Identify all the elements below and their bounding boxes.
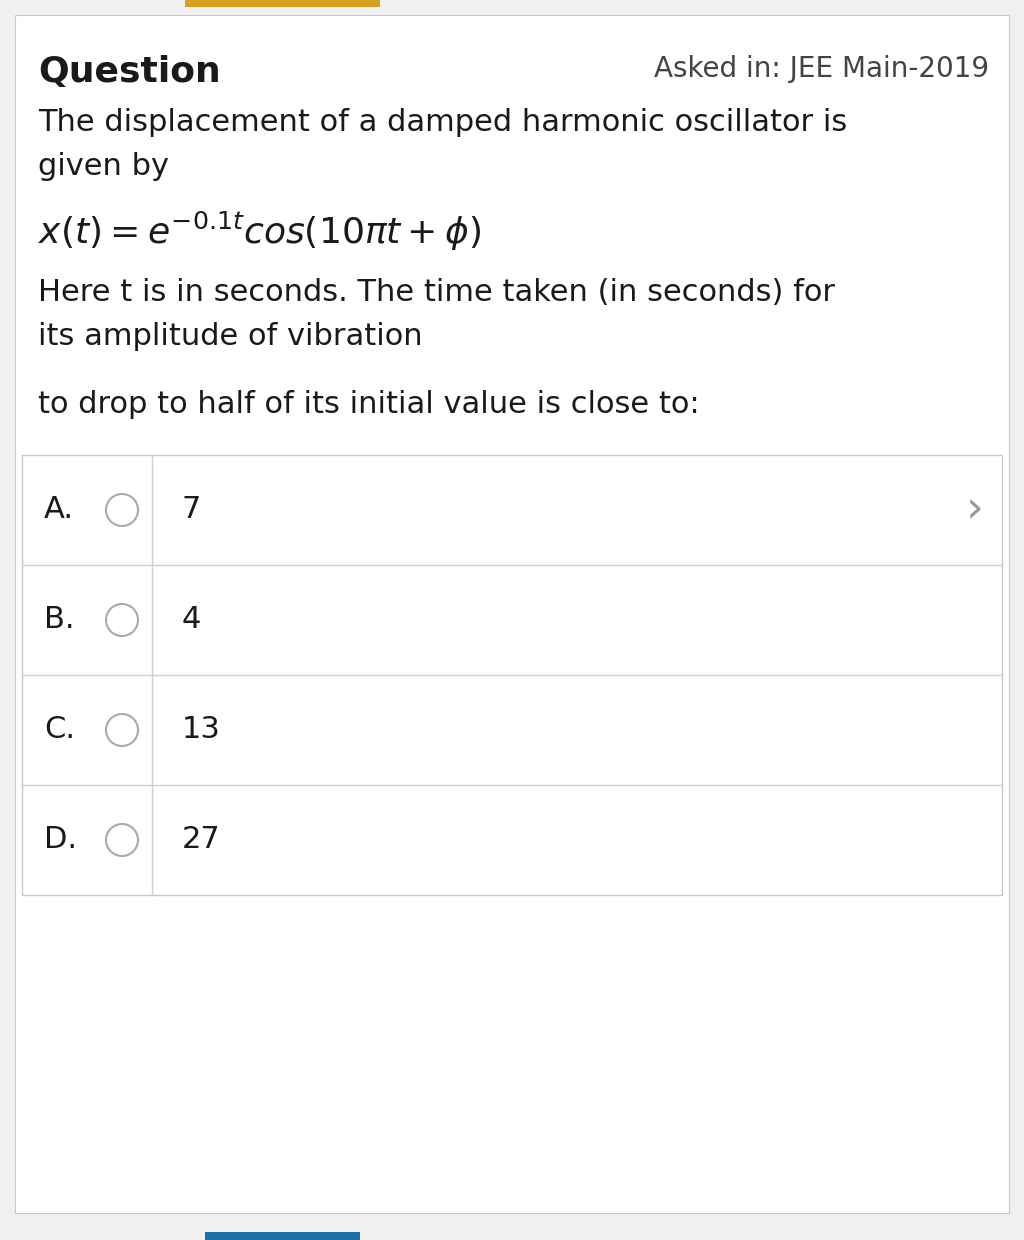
- Text: The displacement of a damped harmonic oscillator is: The displacement of a damped harmonic os…: [38, 108, 847, 136]
- Text: Asked in: JEE Main-2019: Asked in: JEE Main-2019: [654, 55, 989, 83]
- Text: 27: 27: [182, 826, 221, 854]
- FancyBboxPatch shape: [205, 1233, 360, 1240]
- Text: given by: given by: [38, 153, 169, 181]
- FancyBboxPatch shape: [185, 0, 380, 7]
- Text: D.: D.: [44, 826, 77, 854]
- Text: 13: 13: [182, 715, 221, 744]
- Text: Here t is in seconds. The time taken (in seconds) for: Here t is in seconds. The time taken (in…: [38, 278, 835, 308]
- Text: A.: A.: [44, 496, 74, 525]
- Text: 4: 4: [182, 605, 202, 635]
- FancyBboxPatch shape: [22, 455, 1002, 895]
- Text: to drop to half of its initial value is close to:: to drop to half of its initial value is …: [38, 391, 699, 419]
- FancyBboxPatch shape: [15, 15, 1009, 1213]
- Text: its amplitude of vibration: its amplitude of vibration: [38, 322, 423, 351]
- Text: 7: 7: [182, 496, 202, 525]
- Text: C.: C.: [44, 715, 75, 744]
- Text: B.: B.: [44, 605, 75, 635]
- Text: Question: Question: [38, 55, 221, 89]
- Text: $x(t) = e^{-0.1t}cos(10\pi t + \phi)$: $x(t) = e^{-0.1t}cos(10\pi t + \phi)$: [38, 210, 481, 253]
- Text: ›: ›: [966, 489, 984, 532]
